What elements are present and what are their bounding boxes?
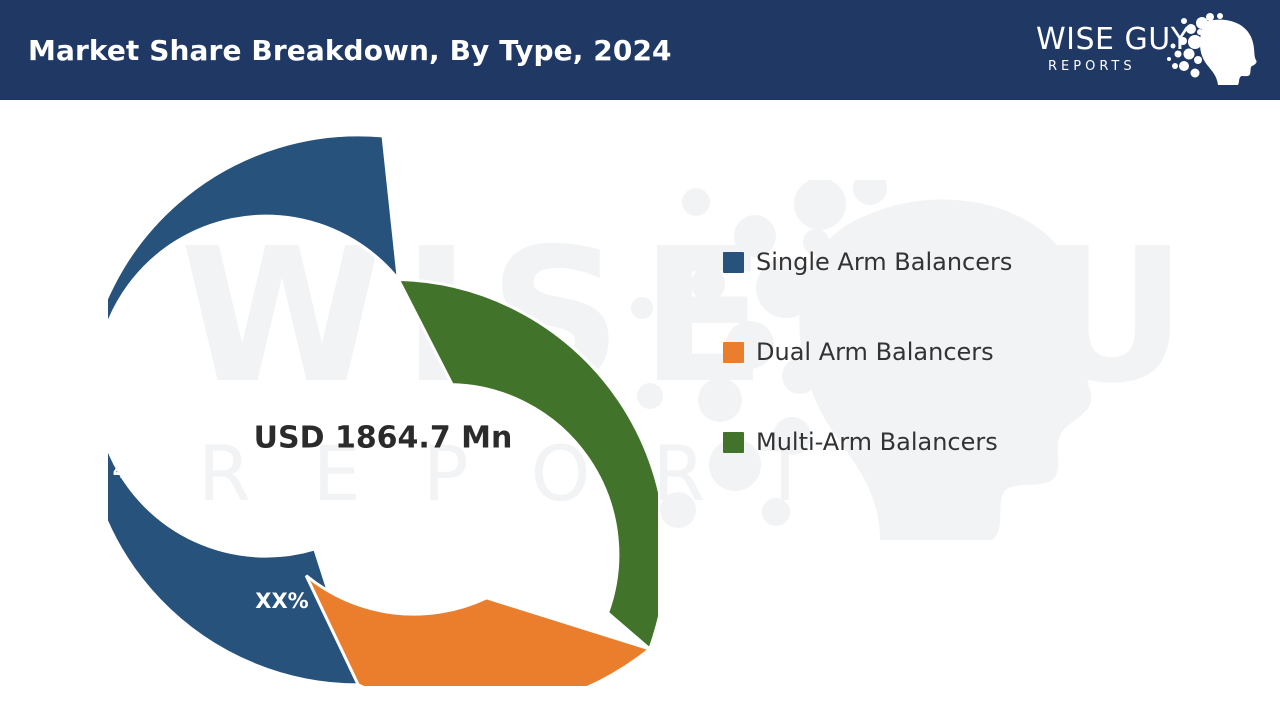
donut-chart: 43.0% XX% XX% USD 1864.7 Mn — [108, 136, 658, 686]
logo-wordmark-line1: WISE GUY — [1036, 22, 1190, 57]
legend-item-single-arm[interactable]: Single Arm Balancers — [723, 248, 1103, 276]
legend-item-label: Single Arm Balancers — [756, 248, 1013, 276]
legend-item-dual-arm[interactable]: Dual Arm Balancers — [723, 338, 1103, 366]
legend-item-multi-arm[interactable]: Multi-Arm Balancers — [723, 428, 1103, 456]
logo-wordmark-line2: REPORTS — [1048, 59, 1136, 74]
donut-slice-multi-arm[interactable] — [395, 277, 658, 652]
logo-svg: WISE GUY REPORTS — [1036, 13, 1257, 85]
donut-slice-single-arm[interactable] — [108, 136, 401, 686]
chart-body: WISE GUY REPORTS — [0, 100, 1280, 720]
wise-guy-reports-logo: WISE GUY REPORTS — [1032, 13, 1262, 87]
donut-center-value: USD 1864.7 Mn — [254, 421, 513, 456]
donut-slices — [108, 136, 658, 686]
legend-item-label: Multi-Arm Balancers — [756, 428, 998, 456]
head-profile-icon — [1167, 13, 1257, 85]
legend-item-label: Dual Arm Balancers — [756, 338, 994, 366]
donut-slice-dual-arm[interactable] — [304, 574, 653, 686]
donut-label-single-arm: 43.0% — [113, 459, 186, 483]
donut-chart-svg: 43.0% XX% XX% USD 1864.7 Mn — [108, 136, 658, 686]
donut-label-multi-arm: XX% — [464, 232, 517, 256]
page-title: Market Share Breakdown, By Type, 2024 — [28, 33, 672, 67]
donut-label-dual-arm: XX% — [255, 589, 308, 613]
legend-color-swatch — [723, 251, 744, 273]
header-bar: Market Share Breakdown, By Type, 2024 WI… — [0, 0, 1280, 100]
legend-color-swatch — [723, 431, 744, 453]
legend-color-swatch — [723, 341, 744, 363]
chart-legend: Single Arm Balancers Dual Arm Balancers … — [723, 248, 1103, 456]
